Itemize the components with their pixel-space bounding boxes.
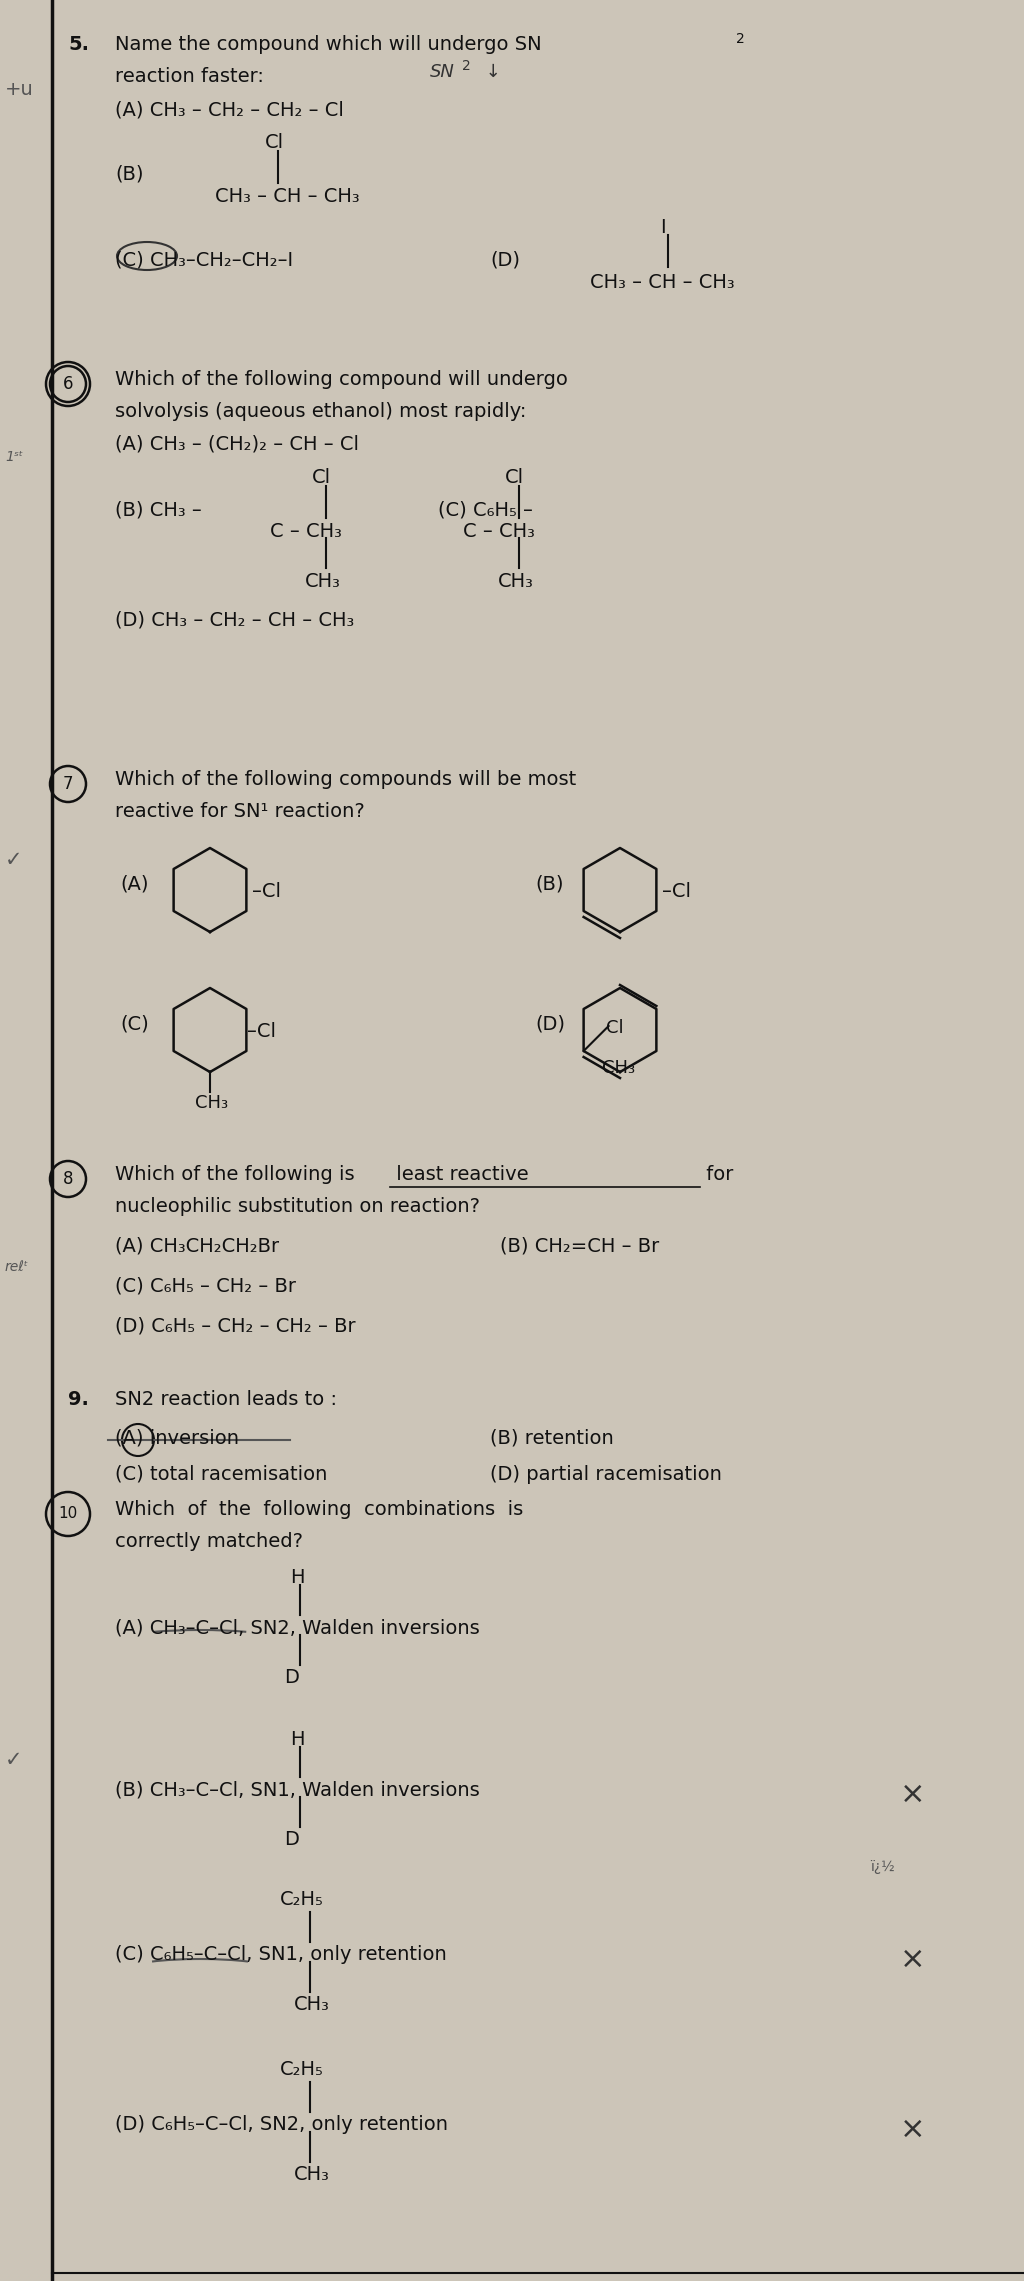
Text: D: D [284,1667,299,1688]
Text: CH₃: CH₃ [294,2165,330,2183]
Text: (A) CH₃ – (CH₂)₂ – CH – Cl: (A) CH₃ – (CH₂)₂ – CH – Cl [115,436,359,454]
Text: –Cl: –Cl [252,883,281,901]
Text: (C) total racemisation: (C) total racemisation [115,1464,328,1485]
Text: (C) C₆H₅–C–Cl, SN1, only retention: (C) C₆H₅–C–Cl, SN1, only retention [115,1946,446,1964]
Text: Name the compound which will undergo SN: Name the compound which will undergo SN [115,34,542,55]
Text: (B): (B) [535,876,563,894]
Text: (C) C₆H₅ –: (C) C₆H₅ – [438,500,532,520]
Text: (B) CH₃–C–Cl, SN1, Walden inversions: (B) CH₃–C–Cl, SN1, Walden inversions [115,1779,480,1800]
Text: (A) CH₃CH₂CH₂Br: (A) CH₃CH₂CH₂Br [115,1236,280,1257]
Text: C – CH₃: C – CH₃ [270,522,342,541]
Text: nucleophilic substitution on reaction?: nucleophilic substitution on reaction? [115,1198,480,1216]
Text: ×: × [900,1946,926,1973]
Text: 2: 2 [462,59,471,73]
Text: Cl: Cl [605,1020,624,1038]
Text: (B) retention: (B) retention [490,1428,613,1446]
Text: Which of the following compounds will be most: Which of the following compounds will be… [115,771,577,789]
Text: –Cl: –Cl [247,1022,276,1040]
Text: (D) C₆H₅ – CH₂ – CH₂ – Br: (D) C₆H₅ – CH₂ – CH₂ – Br [115,1316,355,1337]
Text: CH₃: CH₃ [602,1058,635,1077]
Text: (D) partial racemisation: (D) partial racemisation [490,1464,722,1485]
Text: C₂H₅: C₂H₅ [280,1891,324,1909]
Text: Which of the following compound will undergo: Which of the following compound will und… [115,370,568,390]
Text: correctly matched?: correctly matched? [115,1533,303,1551]
Text: (A) CH₃ – CH₂ – CH₂ – Cl: (A) CH₃ – CH₂ – CH₂ – Cl [115,100,344,119]
Text: CH₃: CH₃ [498,573,534,591]
Text: –Cl: –Cl [662,883,691,901]
Text: 10: 10 [58,1505,78,1521]
Text: Cl: Cl [505,468,524,488]
Text: Which  of  the  following  combinations  is: Which of the following combinations is [115,1501,523,1519]
Text: reaction faster:: reaction faster: [115,66,264,87]
Text: ✓: ✓ [5,851,23,869]
Text: (B) CH₃ –: (B) CH₃ – [115,500,202,520]
Text: (A): (A) [120,876,148,894]
Text: CH₃: CH₃ [305,573,341,591]
Text: (A) inversion: (A) inversion [115,1428,239,1446]
Text: 6: 6 [62,374,74,392]
Text: 5.: 5. [68,34,89,55]
Text: Cl: Cl [312,468,331,488]
Text: (B) CH₂=CH – Br: (B) CH₂=CH – Br [500,1236,659,1257]
Text: (D) CH₃ – CH₂ – CH – CH₃: (D) CH₃ – CH₂ – CH – CH₃ [115,609,354,630]
Text: ×: × [900,2114,926,2144]
Text: (A) CH₃–C–Cl, SN2, Walden inversions: (A) CH₃–C–Cl, SN2, Walden inversions [115,1617,480,1638]
Text: ✓: ✓ [5,1750,23,1770]
Text: CH₃: CH₃ [195,1095,228,1113]
Text: ×: × [900,1779,926,1809]
Text: +u: +u [5,80,34,98]
Text: C₂H₅: C₂H₅ [280,2060,324,2078]
Text: Cl: Cl [265,132,284,153]
Text: Which of the following is: Which of the following is [115,1166,354,1184]
Text: 1ˢᵗ: 1ˢᵗ [5,449,24,463]
Text: (D): (D) [490,251,520,269]
Text: solvolysis (aqueous ethanol) most rapidly:: solvolysis (aqueous ethanol) most rapidl… [115,401,526,422]
Text: H: H [290,1567,304,1588]
Text: CH₃ – CH – CH₃: CH₃ – CH – CH₃ [590,274,734,292]
Text: 9.: 9. [68,1389,89,1410]
Text: (D) C₆H₅–C–Cl, SN2, only retention: (D) C₆H₅–C–Cl, SN2, only retention [115,2114,449,2135]
Text: 2: 2 [736,32,744,46]
Text: SN2 reaction leads to :: SN2 reaction leads to : [115,1389,337,1410]
Text: for: for [700,1166,733,1184]
Text: (B): (B) [115,164,143,185]
Text: SN: SN [430,64,455,82]
Text: least reactive: least reactive [390,1166,528,1184]
Text: (C): (C) [120,1015,148,1033]
Text: 7: 7 [62,776,74,794]
Text: C – CH₃: C – CH₃ [463,522,535,541]
Text: D: D [284,1829,299,1850]
Text: (C) C₆H₅ – CH₂ – Br: (C) C₆H₅ – CH₂ – Br [115,1277,296,1296]
Text: I: I [660,219,666,237]
Text: ï¿½: ï¿½ [870,1859,895,1875]
Text: H: H [290,1729,304,1750]
Text: reℓᵗ: reℓᵗ [5,1259,29,1275]
Text: CH₃: CH₃ [294,1996,330,2014]
Text: (C) CH₃–CH₂–CH₂–I: (C) CH₃–CH₂–CH₂–I [115,251,293,269]
Text: (D): (D) [535,1015,565,1033]
Text: ↓: ↓ [480,64,501,82]
Text: 8: 8 [62,1170,74,1188]
Text: CH₃ – CH – CH₃: CH₃ – CH – CH₃ [215,187,359,205]
Text: reactive for SN¹ reaction?: reactive for SN¹ reaction? [115,803,365,821]
